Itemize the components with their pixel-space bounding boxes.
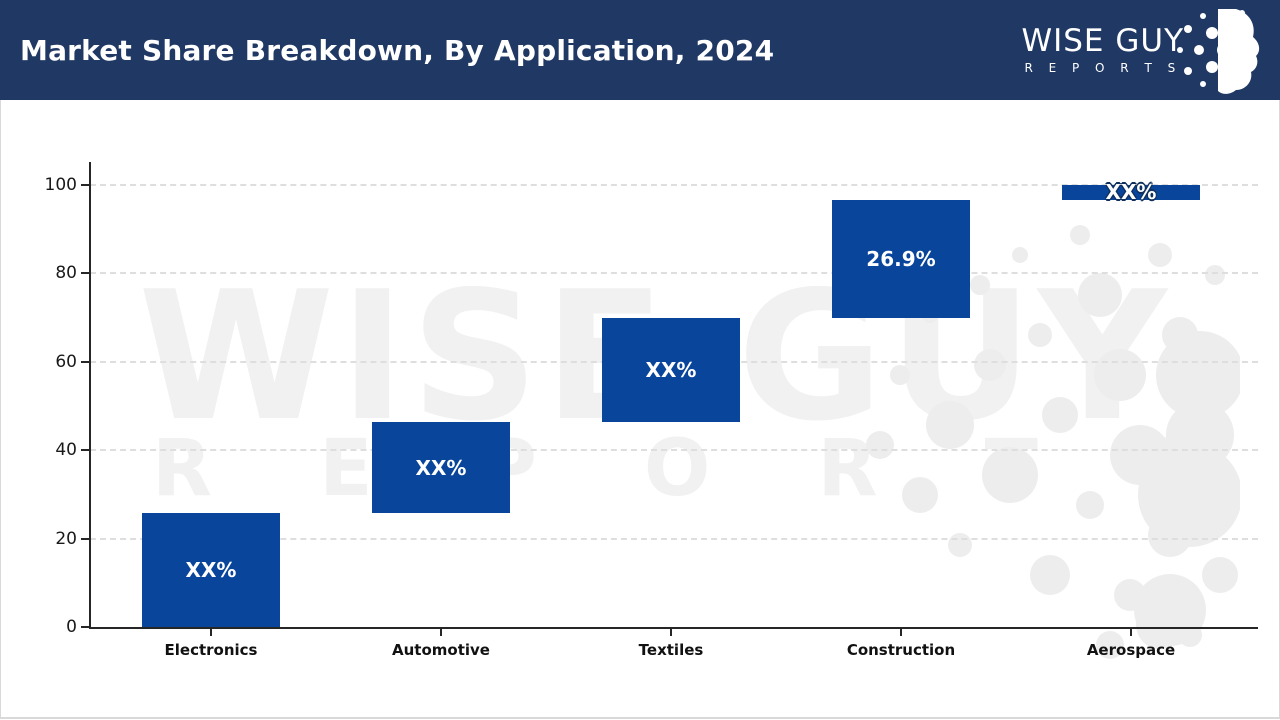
x-tick-construction — [900, 629, 902, 636]
header: Market Share Breakdown, By Application, … — [0, 0, 1280, 100]
logo-face-icon — [1177, 9, 1260, 94]
bar-electronics — [142, 512, 280, 627]
x-axis-label-construction: Construction — [846, 641, 956, 659]
y-tick-0 — [81, 626, 89, 628]
x-axis-label-automotive: Automotive — [392, 641, 490, 659]
bar-value-label-textiles: XX% — [645, 358, 697, 383]
bar-aerospace — [1062, 185, 1200, 200]
logo-subtitle: R E P O R T S — [1024, 60, 1182, 75]
y-tick-label-80: 80 — [55, 263, 77, 284]
y-axis-line — [89, 162, 91, 629]
brand-logo: WISE GUY R E P O R T S — [1021, 5, 1262, 95]
logo-wordmark: WISE GUY R E P O R T S — [1021, 22, 1184, 75]
gridline-20 — [90, 537, 1258, 540]
y-tick-label-20: 20 — [55, 528, 77, 549]
y-tick-20 — [81, 537, 89, 540]
y-tick-label-100: 100 — [44, 175, 77, 195]
x-axis-label-textiles: Textiles — [638, 641, 704, 659]
gridline-40 — [90, 449, 1258, 452]
x-axis-label-aerospace: Aerospace — [1086, 641, 1176, 659]
y-tick-80 — [81, 272, 89, 275]
y-tick-label-40: 40 — [55, 440, 77, 461]
logo-name: WISE GUY — [1021, 22, 1184, 59]
gridline-100 — [90, 184, 1258, 186]
bar-value-label-aerospace: XX% — [1105, 180, 1157, 205]
y-tick-100 — [81, 184, 89, 186]
x-tick-electronics — [210, 629, 212, 636]
page-title: Market Share Breakdown, By Application, … — [20, 33, 775, 67]
bottom-border — [0, 717, 1280, 719]
bar-textiles — [602, 318, 740, 423]
x-axis-label-electronics: Electronics — [164, 641, 258, 659]
x-tick-automotive — [440, 629, 442, 636]
y-tick-40 — [81, 449, 89, 452]
bar-construction — [832, 199, 970, 319]
x-tick-textiles — [670, 629, 672, 636]
x-tick-aerospace — [1130, 629, 1132, 636]
bar-value-label-automotive: XX% — [415, 455, 467, 480]
y-tick-label-60: 60 — [55, 351, 77, 372]
x-axis-line — [89, 627, 1258, 629]
gridline-80 — [90, 272, 1258, 275]
bar-value-label-electronics: XX% — [185, 557, 237, 582]
y-tick-60 — [81, 360, 89, 363]
bar-value-label-construction: 26.9% — [866, 247, 936, 272]
y-tick-label-0: 0 — [66, 617, 77, 637]
bar-automotive — [372, 422, 510, 513]
